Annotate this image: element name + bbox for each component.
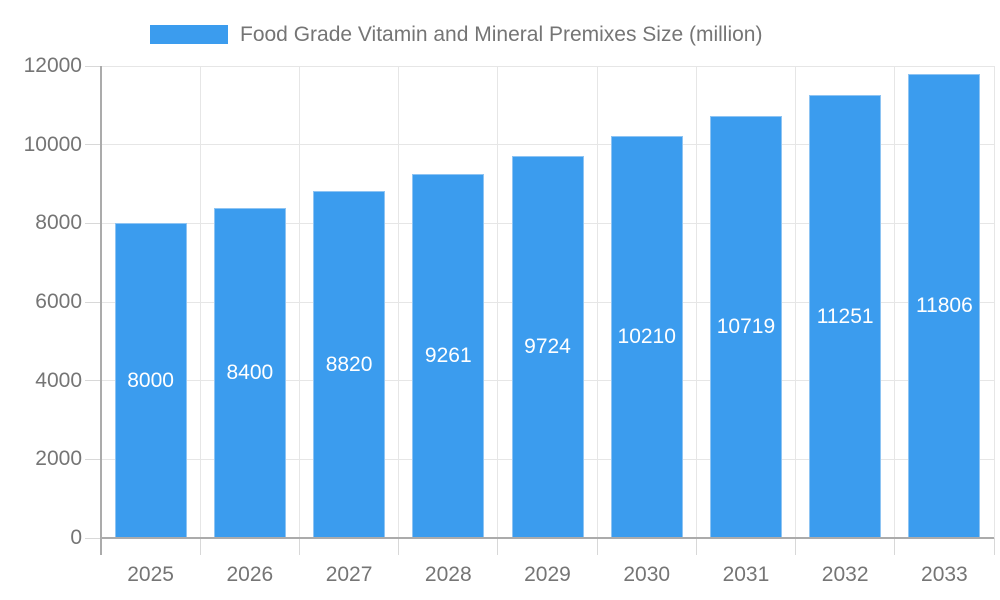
y-axis-tick — [85, 301, 101, 303]
bar-2027[interactable] — [313, 191, 386, 538]
x-axis-tick — [596, 538, 598, 555]
bar-2029[interactable] — [511, 155, 584, 538]
legend-swatch — [150, 25, 228, 44]
x-axis-line — [101, 537, 994, 539]
bar-value-label: 11806 — [915, 293, 973, 317]
x-axis-tick — [398, 538, 400, 555]
gridline-vertical — [596, 66, 598, 538]
x-axis-label: 2025 — [127, 563, 174, 586]
y-axis-tick — [85, 458, 101, 460]
y-axis-label: 12000 — [23, 54, 82, 77]
x-axis-tick — [695, 538, 697, 555]
y-axis-label: 0 — [70, 526, 82, 549]
x-axis-tick — [199, 538, 201, 555]
gridline-vertical — [795, 66, 797, 538]
gridline-vertical — [298, 66, 300, 538]
bar-value-label: 9724 — [524, 334, 571, 358]
x-axis-tick — [298, 538, 300, 555]
bar-value-label: 10719 — [716, 315, 776, 339]
x-axis-tick — [894, 538, 896, 555]
gridline-vertical — [695, 66, 697, 538]
x-axis-label: 2031 — [722, 563, 770, 586]
x-axis-label: 2029 — [524, 563, 571, 586]
y-axis-tick — [85, 380, 101, 382]
x-axis-label: 2033 — [921, 563, 968, 586]
y-axis-label: 10000 — [23, 132, 82, 156]
bar-value-label: 10210 — [617, 325, 676, 349]
y-axis-tick — [85, 144, 101, 146]
gridline-vertical — [398, 66, 400, 538]
bar-value-label: 8820 — [325, 352, 373, 376]
x-axis-tick — [497, 538, 499, 555]
gridline-vertical — [199, 66, 201, 538]
gridline-horizontal — [101, 144, 994, 146]
legend-label: Food Grade Vitamin and Mineral Premixes … — [240, 23, 763, 46]
gridline-vertical — [993, 66, 995, 538]
bar-value-label: 9261 — [424, 343, 472, 367]
y-axis-tick — [85, 537, 101, 539]
x-axis-label: 2032 — [821, 563, 869, 586]
y-axis-label: 8000 — [35, 211, 82, 235]
bar-2028[interactable] — [412, 173, 485, 538]
gridline-vertical — [894, 66, 896, 538]
bar-2033[interactable] — [908, 73, 981, 538]
bar-value-label: 8000 — [127, 368, 174, 392]
y-axis-label: 4000 — [35, 368, 82, 392]
x-axis-label: 2030 — [623, 563, 671, 586]
x-axis-label: 2028 — [424, 563, 472, 586]
y-axis-label: 2000 — [35, 447, 82, 471]
y-axis-line — [100, 66, 102, 555]
bar-2025[interactable] — [114, 223, 187, 538]
bar-value-label: 8400 — [226, 360, 274, 384]
x-axis-tick — [795, 538, 797, 555]
gridline-vertical — [497, 66, 499, 538]
y-axis-tick — [85, 65, 101, 67]
bar-2030[interactable] — [610, 136, 683, 538]
x-axis-label: 2027 — [325, 563, 373, 586]
y-axis-label: 6000 — [35, 290, 82, 313]
y-axis-tick — [85, 222, 101, 224]
bar-2032[interactable] — [809, 95, 882, 538]
bar-value-label: 11251 — [816, 304, 874, 328]
x-axis-tick — [993, 538, 995, 555]
bar-2031[interactable] — [709, 116, 782, 538]
bar-2026[interactable] — [213, 207, 286, 538]
x-axis-label: 2026 — [226, 563, 274, 586]
gridline-horizontal — [101, 65, 994, 67]
